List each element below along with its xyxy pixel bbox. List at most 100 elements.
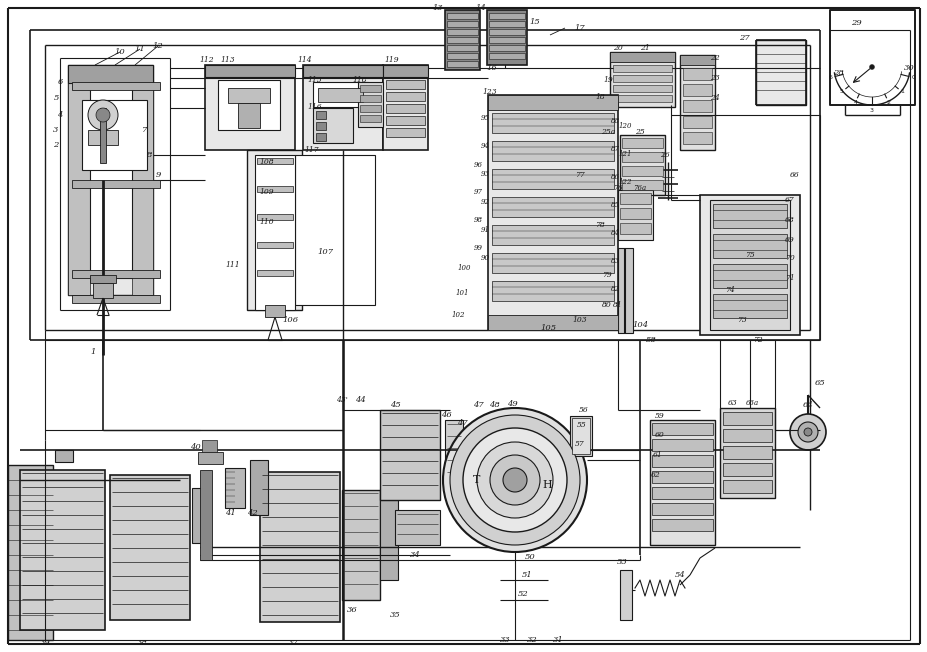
Text: 76a: 76a xyxy=(633,184,646,192)
Text: 121: 121 xyxy=(617,150,631,158)
Text: 114: 114 xyxy=(298,56,312,64)
Text: 33: 33 xyxy=(499,636,510,644)
Bar xyxy=(386,128,425,137)
Text: 67: 67 xyxy=(784,196,794,204)
Bar xyxy=(722,480,771,493)
Text: 122: 122 xyxy=(617,178,631,186)
Text: 46: 46 xyxy=(440,411,451,419)
Bar xyxy=(360,85,381,92)
Text: 47: 47 xyxy=(456,419,467,427)
Text: 102: 102 xyxy=(451,311,464,319)
Bar xyxy=(218,80,280,130)
Text: A: A xyxy=(511,490,518,499)
Text: 1: 1 xyxy=(90,348,95,356)
Bar xyxy=(68,65,90,295)
Bar xyxy=(228,88,270,103)
Bar xyxy=(20,470,105,630)
Text: 77: 77 xyxy=(575,171,584,179)
Text: 52: 52 xyxy=(517,590,527,598)
Bar xyxy=(447,45,477,51)
Bar xyxy=(712,234,786,258)
Text: 8: 8 xyxy=(147,151,153,159)
Text: 87: 87 xyxy=(610,145,619,153)
Text: 56: 56 xyxy=(578,406,589,414)
Text: 92: 92 xyxy=(480,198,489,206)
Text: 5: 5 xyxy=(839,89,843,95)
Text: 109: 109 xyxy=(260,188,274,196)
Bar xyxy=(609,52,674,107)
Text: 54: 54 xyxy=(674,571,685,579)
Text: 9: 9 xyxy=(155,171,160,179)
Bar xyxy=(72,180,159,188)
Text: 25a: 25a xyxy=(600,128,615,136)
Bar xyxy=(487,10,527,65)
Text: 115: 115 xyxy=(308,76,322,84)
Text: 103: 103 xyxy=(572,316,587,324)
Text: 95: 95 xyxy=(480,114,489,122)
Text: 6: 6 xyxy=(828,75,832,80)
Text: 112: 112 xyxy=(199,56,214,64)
Text: 71: 71 xyxy=(784,274,794,282)
Bar xyxy=(613,85,671,92)
Bar xyxy=(197,452,222,464)
Text: 43': 43' xyxy=(336,396,348,404)
Bar xyxy=(386,116,425,125)
Text: 7: 7 xyxy=(142,126,147,134)
Bar xyxy=(82,100,146,170)
Bar xyxy=(679,55,714,150)
Text: 42: 42 xyxy=(247,509,257,517)
Circle shape xyxy=(463,428,566,532)
Text: 84: 84 xyxy=(610,229,619,237)
Bar xyxy=(682,132,711,144)
Bar xyxy=(617,248,632,333)
Text: 6: 6 xyxy=(57,78,63,86)
Bar xyxy=(257,270,293,276)
Bar xyxy=(679,55,714,65)
Text: 27: 27 xyxy=(738,34,749,42)
Text: 61: 61 xyxy=(653,451,662,459)
Bar xyxy=(100,108,106,163)
Text: 47: 47 xyxy=(472,401,483,409)
Text: 99: 99 xyxy=(473,244,482,252)
Circle shape xyxy=(95,108,110,122)
Bar xyxy=(621,152,662,162)
Bar xyxy=(249,460,268,515)
Bar xyxy=(379,500,398,580)
Text: 73: 73 xyxy=(736,316,746,324)
Bar xyxy=(445,10,479,70)
Text: 34: 34 xyxy=(409,551,420,559)
Bar xyxy=(652,423,712,435)
Text: 65: 65 xyxy=(814,379,824,387)
Text: 23: 23 xyxy=(709,74,719,82)
Bar xyxy=(489,21,525,27)
Text: 10: 10 xyxy=(115,48,125,56)
Circle shape xyxy=(869,65,873,70)
Bar xyxy=(756,40,806,105)
Text: 4: 4 xyxy=(853,100,857,105)
Text: 69: 69 xyxy=(784,236,794,244)
Bar xyxy=(613,75,671,82)
Text: 97: 97 xyxy=(473,188,482,196)
Bar xyxy=(247,150,301,310)
Bar xyxy=(491,197,614,217)
Text: 1: 1 xyxy=(899,89,903,95)
Bar xyxy=(303,65,383,77)
Text: 0: 0 xyxy=(910,75,915,80)
Text: 108: 108 xyxy=(260,158,274,166)
Bar xyxy=(619,193,651,204)
Bar xyxy=(652,455,712,467)
Bar xyxy=(295,155,375,305)
Text: 57: 57 xyxy=(575,440,584,448)
Text: 49: 49 xyxy=(506,400,517,408)
Bar xyxy=(318,88,362,102)
Bar xyxy=(613,95,671,102)
Text: 30: 30 xyxy=(903,64,913,72)
Bar xyxy=(447,53,477,59)
Text: 119: 119 xyxy=(385,56,399,64)
Bar xyxy=(569,416,591,456)
Bar xyxy=(72,270,159,278)
Text: 17: 17 xyxy=(574,24,585,32)
Text: H: H xyxy=(541,480,552,490)
Bar xyxy=(110,475,190,620)
Circle shape xyxy=(803,428,811,436)
